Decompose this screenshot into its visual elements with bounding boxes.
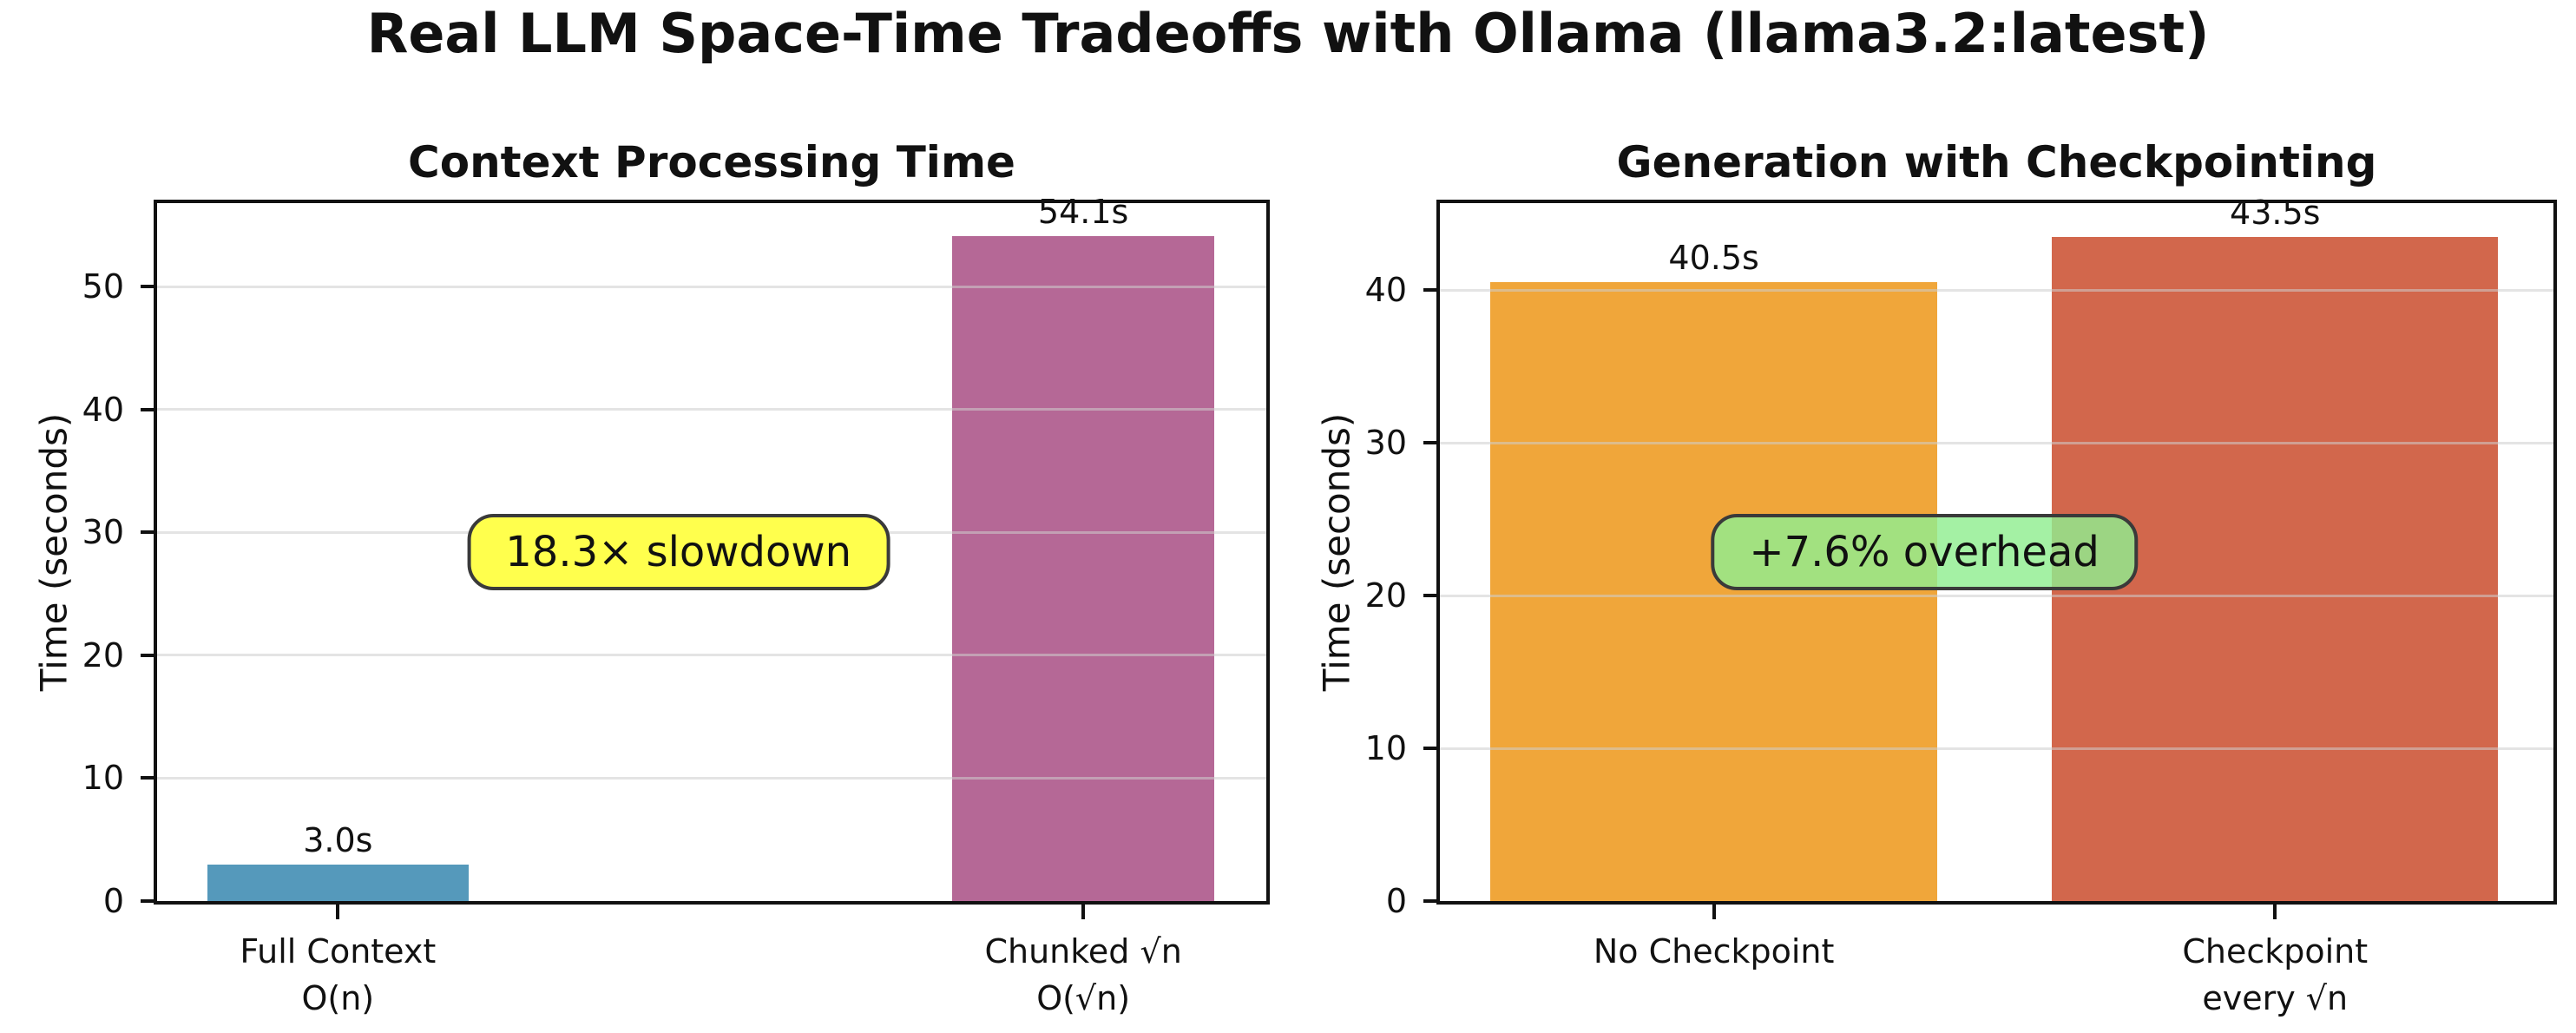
gridline (1440, 441, 2553, 444)
y-tick-mark (1423, 594, 1440, 598)
gridline (157, 776, 1266, 780)
y-tick-mark (141, 776, 157, 780)
x-category-label: No Checkpoint (1594, 929, 1835, 976)
y-tick-label: 20 (82, 635, 124, 674)
x-tick-mark (336, 901, 340, 919)
bar (207, 864, 470, 901)
plot-area: 0 10 20 30 40 40.5s No Checkpoint 43.5s Checkpoi… (1365, 194, 2557, 1017)
y-tick-label: 50 (82, 267, 124, 306)
figure-title: Real LLM Space-Time Tradeoffs with Ollam… (366, 2, 2210, 65)
x-category-label-line: O(n) (301, 978, 375, 1017)
y-axis-label: Time (seconds) (32, 412, 76, 692)
y-tick-mark (1423, 441, 1440, 445)
gridline (157, 654, 1266, 657)
annotation-box: 18.3× slowdown (467, 514, 890, 590)
bar-value-label: 54.1s (1037, 193, 1129, 232)
y-tick-mark (1423, 899, 1440, 903)
y-tick-label: 30 (82, 513, 124, 552)
bar-value-label: 43.5s (2230, 193, 2321, 232)
y-tick-label: 10 (1364, 729, 1407, 768)
chart-context-processing-time: Context Processing Time Time (seconds) 0… (33, 137, 1270, 1017)
x-tick-mark (1081, 901, 1086, 919)
subplot-title: Context Processing Time (408, 137, 1015, 188)
y-tick-label: 30 (1364, 424, 1407, 463)
gridline (157, 408, 1266, 411)
y-tick-label: 40 (1364, 271, 1407, 310)
x-category-label-line: No Checkpoint (1593, 932, 1835, 970)
x-category-label-line: Checkpoint (2182, 932, 2369, 970)
plot-area: 0 10 20 30 40 50 3.0s Full Context O(n) 54.1s Chun… (82, 193, 1270, 1017)
x-tick-mark (1712, 901, 1716, 919)
y-tick-label: 40 (82, 390, 124, 429)
bar-value-label: 3.0s (303, 820, 373, 859)
x-category-label: Full Context O(n) (240, 929, 436, 1023)
y-tick-label: 10 (82, 759, 124, 798)
x-category-label-line: Full Context (240, 932, 437, 970)
y-tick-mark (1423, 747, 1440, 751)
y-tick-mark (1423, 288, 1440, 293)
bar (1490, 282, 1937, 901)
x-category-label: Chunked √n O(√n) (984, 929, 1181, 1023)
gridline (157, 285, 1266, 288)
y-tick-label: 20 (1364, 576, 1407, 615)
subplot-title: Generation with Checkpointing (1616, 137, 2377, 188)
x-category-label-line: Chunked √n (984, 932, 1182, 970)
gridline (1440, 747, 2553, 750)
y-tick-mark (141, 899, 157, 903)
chart-generation-with-checkpointing: Generation with Checkpointing Time (seco… (1316, 137, 2557, 1017)
annotation-box: +7.6% overhead (1711, 514, 2138, 590)
x-category-label-line: O(√n) (1036, 978, 1131, 1017)
gridline (1440, 288, 2553, 292)
y-tick-label: 0 (102, 882, 124, 920)
bar (952, 236, 1214, 901)
bar-value-label: 40.5s (1668, 239, 1759, 278)
y-tick-mark (141, 653, 157, 657)
y-tick-mark (141, 285, 157, 289)
y-tick-label: 0 (1385, 882, 1407, 920)
x-category-label-line: every √n (2202, 978, 2349, 1017)
x-category-label: Checkpoint every √n (2182, 929, 2368, 1023)
x-tick-mark (2273, 901, 2277, 919)
y-tick-mark (141, 407, 157, 411)
y-axis-label: Time (seconds) (1315, 412, 1358, 692)
y-tick-mark (141, 530, 157, 535)
gridline (1440, 594, 2553, 597)
